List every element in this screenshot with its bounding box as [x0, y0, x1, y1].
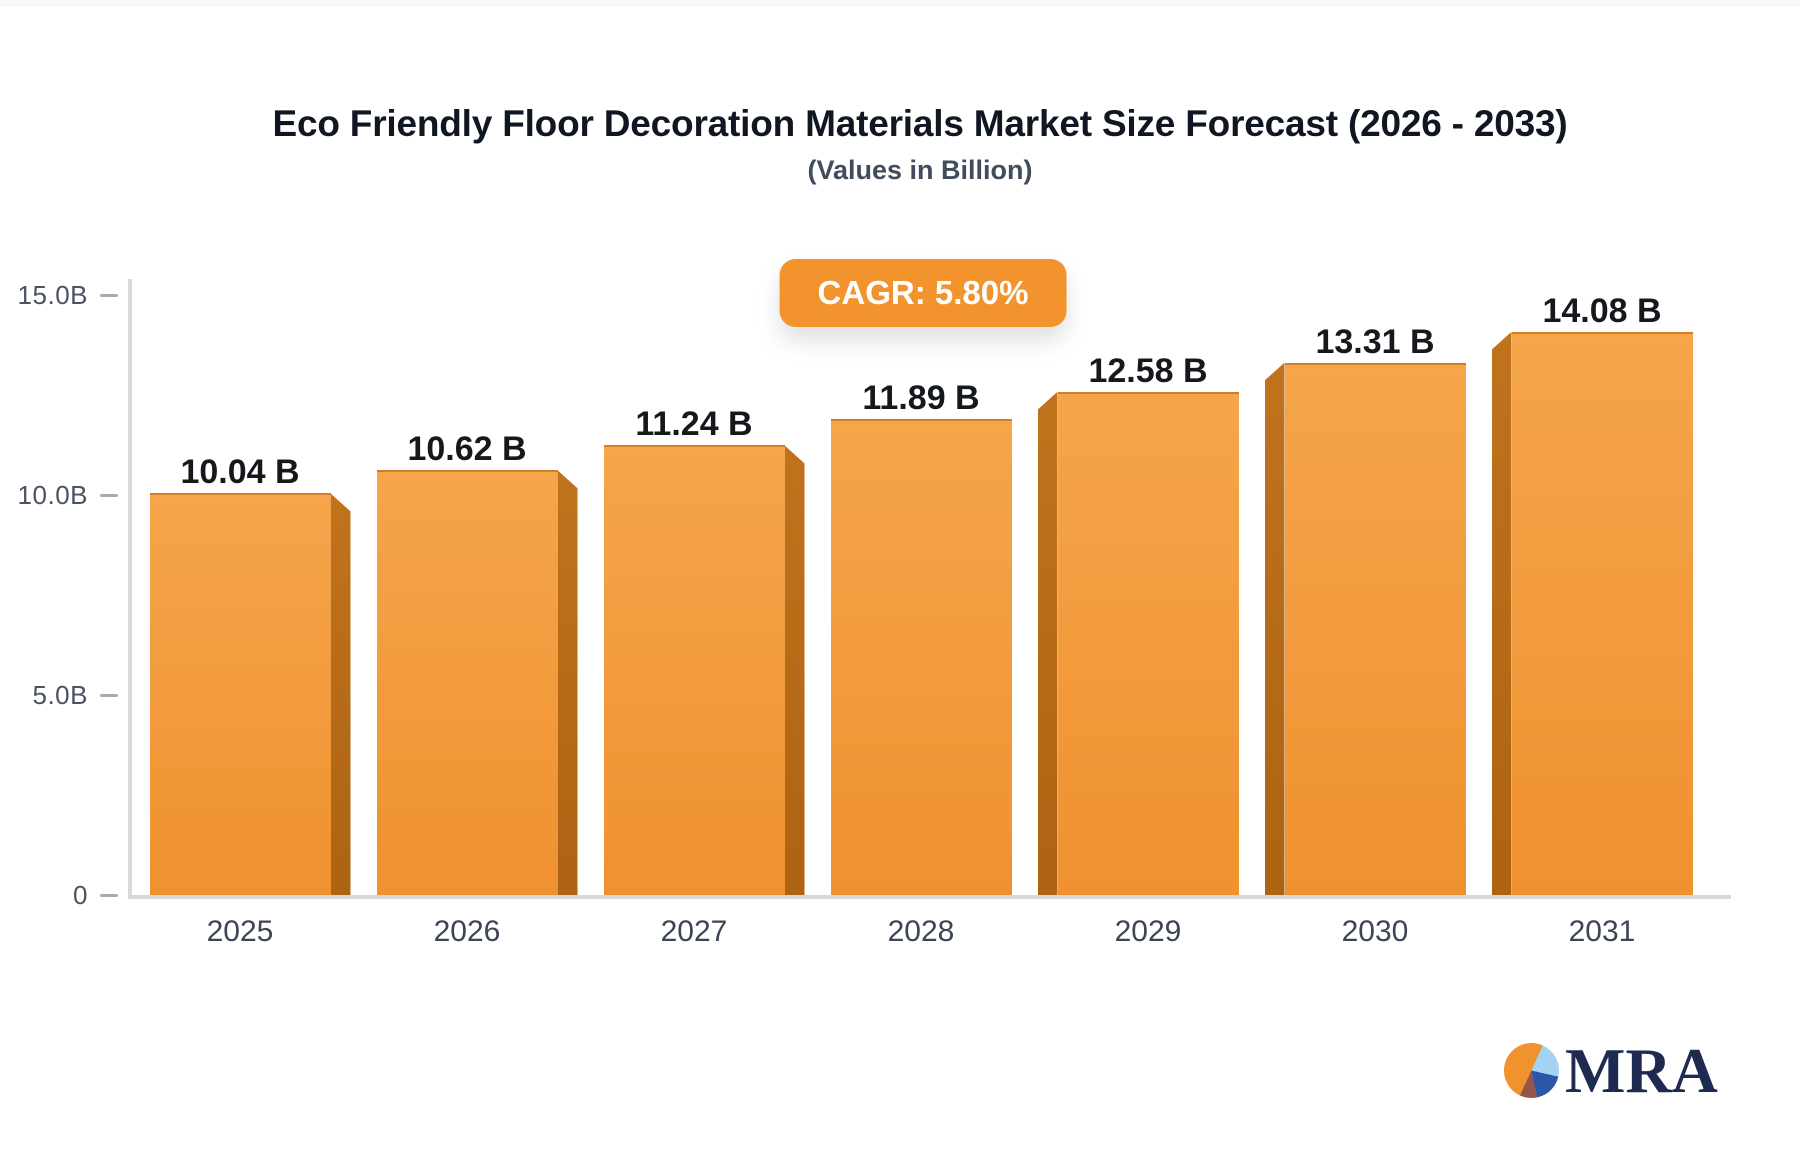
bar-2030: [1284, 362, 1466, 895]
bar-side-face-2026: [557, 470, 578, 895]
x-axis-label-2025: 2025: [206, 915, 274, 948]
brand-logo-text: MRA: [1565, 1035, 1718, 1106]
bar-value-label: 12.58 B: [1088, 351, 1208, 390]
bar-value-label: 11.89 B: [862, 379, 980, 418]
bar-2031: [1511, 331, 1693, 895]
bar-value-label: 10.04 B: [180, 453, 300, 492]
bar-2025: [149, 493, 331, 895]
bar-value-label: 11.24 B: [635, 405, 753, 444]
y-axis-tick-label: 5.0B: [32, 680, 88, 710]
bar-value-label: 13.31 B: [1315, 322, 1435, 361]
y-axis-tick: [100, 894, 118, 897]
y-axis-line: [128, 279, 132, 899]
x-axis-label-2029: 2029: [1114, 915, 1182, 948]
x-axis-label-2026: 2026: [433, 915, 501, 948]
bar-2027: [603, 445, 785, 895]
y-axis-tick-label: 0: [73, 880, 88, 910]
bar-side-face-2025: [330, 493, 351, 895]
bar-value-label: 14.08 B: [1542, 291, 1662, 330]
bar-2028: [830, 419, 1012, 895]
bar-2026: [376, 470, 558, 895]
y-axis-tick: [100, 494, 118, 497]
bar-value-label: 10.62 B: [407, 430, 527, 469]
bar-side-face-2031: [1491, 331, 1512, 895]
chart-title: Eco Friendly Floor Decoration Materials …: [272, 103, 1568, 144]
x-axis-baseline: [128, 895, 1731, 899]
brand-logo: MRA: [1504, 1035, 1718, 1106]
x-axis-label-2030: 2030: [1341, 915, 1409, 948]
bar-2029: [1057, 391, 1239, 895]
y-axis-tick-label: 15.0B: [17, 280, 88, 310]
bar-side-face-2027: [784, 445, 805, 895]
x-axis-label-2031: 2031: [1568, 915, 1636, 948]
chart-subtitle: (Values in Billion): [807, 155, 1033, 185]
y-axis-tick-label: 10.0B: [17, 480, 88, 510]
y-axis-tick: [100, 694, 118, 697]
x-axis-label-2027: 2027: [660, 915, 728, 948]
pie-chart-logo-icon: [1504, 1043, 1559, 1098]
y-axis-tick: [100, 294, 118, 297]
x-axis-label-2028: 2028: [887, 915, 955, 948]
cagr-badge: CAGR: 5.80%: [779, 259, 1067, 327]
bar-side-face-2030: [1264, 362, 1285, 895]
bar-side-face-2029: [1037, 391, 1058, 895]
